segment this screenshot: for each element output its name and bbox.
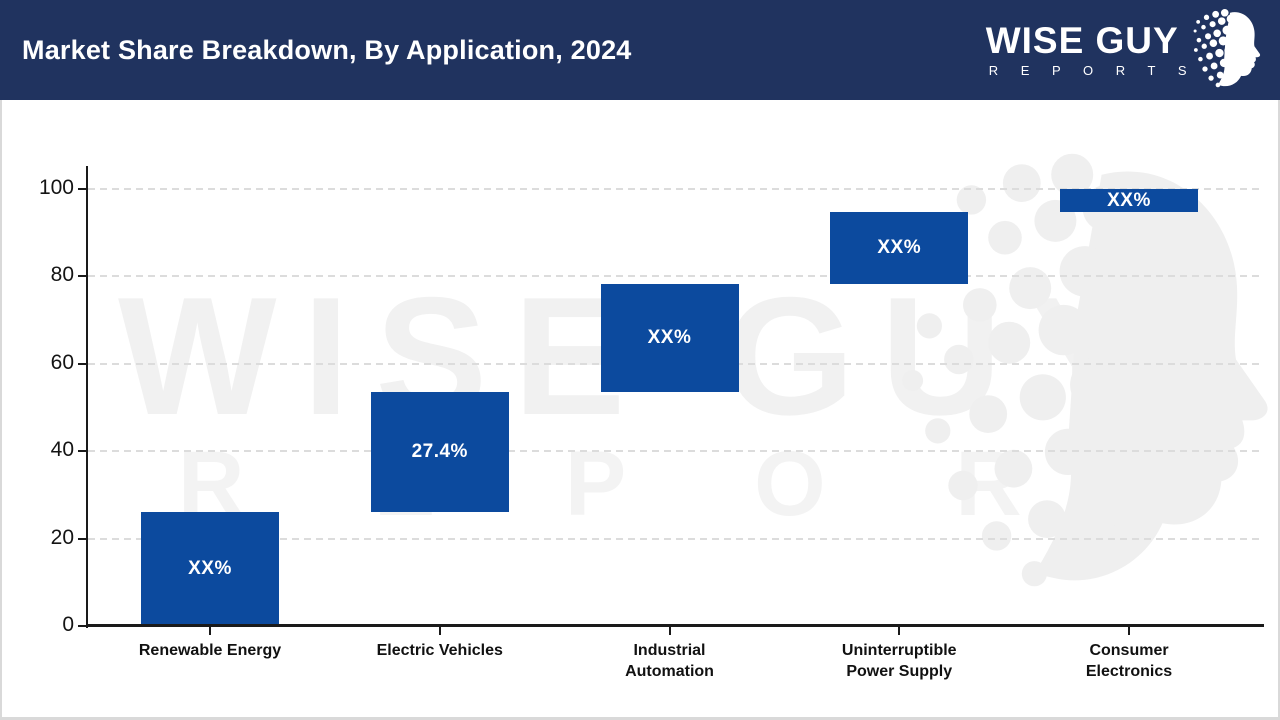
bar-2: XX%: [600, 283, 739, 393]
y-tick-label-20: 20: [50, 525, 74, 549]
x-tick-label-1: Electric Vehicles: [376, 642, 503, 659]
gridline-40: [88, 450, 1263, 452]
logo-text: WISE GUY R E P O R T S: [986, 22, 1196, 78]
bar-0: XX%: [141, 512, 279, 626]
x-tick-label-2: Industrial Automation: [625, 642, 714, 680]
dot-face-logo-icon: [1193, 8, 1261, 88]
gridline-80: [88, 275, 1263, 277]
header-bar: Market Share Breakdown, By Application, …: [0, 0, 1280, 100]
x-tick-1: [438, 627, 441, 635]
y-tick-label-0: 0: [62, 613, 74, 636]
y-tick-label-60: 60: [50, 350, 74, 374]
y-tick-0: [78, 625, 87, 627]
bar-1: 27.4%: [370, 392, 509, 513]
x-axis-spine: [86, 624, 1264, 627]
y-tick-60: [78, 362, 87, 365]
x-tick-0: [209, 627, 211, 635]
y-tick-40: [78, 450, 87, 452]
y-tick-100: [78, 187, 87, 190]
bar-value-label-2: XX%: [647, 327, 692, 349]
gridline-20: [88, 537, 1263, 540]
logo-subtext: R E P O R T S: [988, 63, 1196, 78]
x-tick-label-0: Renewable Energy: [138, 642, 282, 659]
page-title: Market Share Breakdown, By Application, …: [22, 34, 632, 65]
bar-value-label-1: 27.4%: [411, 441, 468, 463]
bar-value-label-4: XX%: [1107, 189, 1151, 211]
y-tick-label-80: 80: [50, 263, 74, 286]
y-tick-label-100: 100: [38, 175, 74, 199]
x-tick-label-4: Consumer Electronics: [1085, 642, 1173, 680]
x-tick-3: [898, 627, 901, 635]
gridline-100: [88, 187, 1263, 190]
y-axis-spine: [86, 166, 88, 628]
x-tick-4: [1128, 627, 1130, 635]
y-tick-80: [78, 275, 87, 277]
x-tick-label-3: Uninterruptible Power Supply: [841, 642, 957, 680]
bar-value-label-3: XX%: [877, 236, 922, 258]
x-tick-2: [668, 627, 671, 635]
wise-guy-reports-logo: WISE GUY R E P O R T S: [986, 8, 1262, 92]
y-tick-label-40: 40: [50, 438, 74, 461]
bar-4: XX%: [1060, 189, 1198, 212]
bar-3: XX%: [830, 211, 969, 284]
logo-wordmark: WISE GUY: [985, 20, 1179, 61]
bar-value-label-0: XX%: [188, 558, 232, 580]
y-tick-20: [78, 537, 87, 540]
